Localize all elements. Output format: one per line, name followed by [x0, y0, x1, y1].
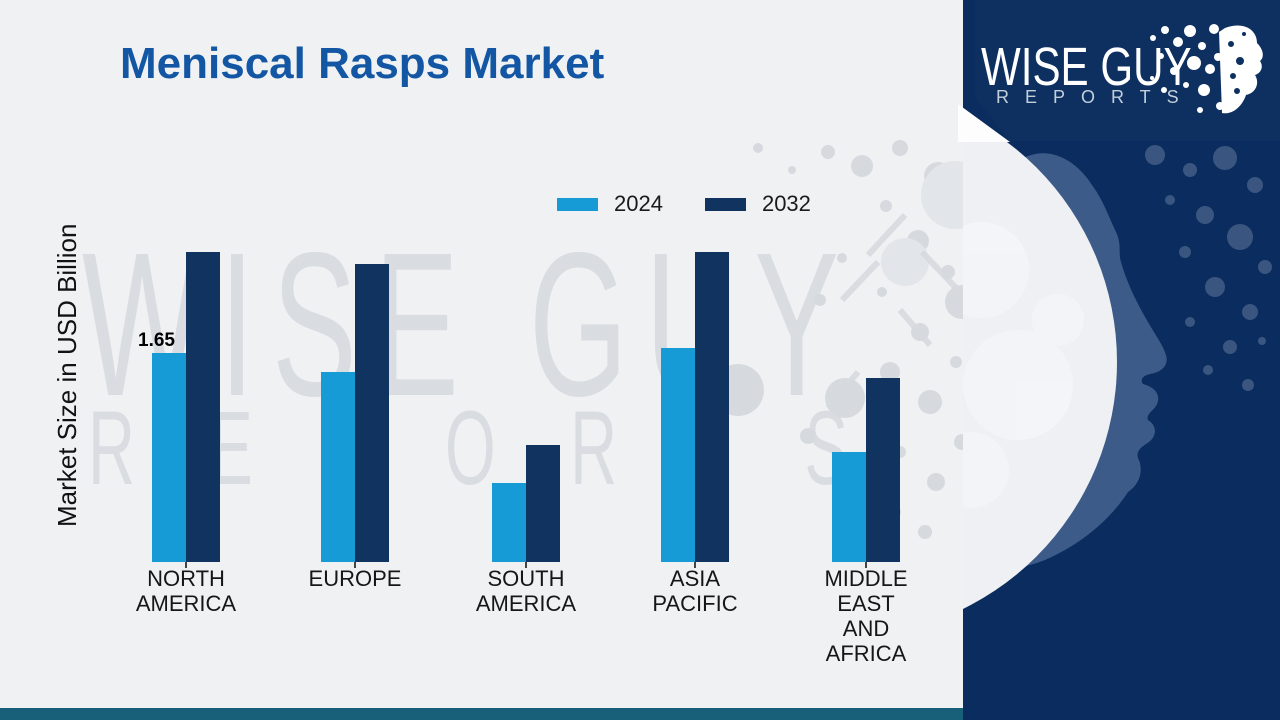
panel-dots: [1145, 145, 1272, 391]
bar-2032-asia-pacific: [695, 252, 729, 562]
x-axis-tick-north-america: [185, 562, 187, 568]
bar-2032-europe: [355, 264, 389, 562]
legend-label-2032: 2032: [761, 191, 811, 216]
data-label-2024-north-america: 1.65: [138, 330, 175, 351]
bar-2032-north-america: [186, 252, 220, 562]
bar-2024-europe: [321, 372, 355, 562]
logo-dotted-face-icon: [1150, 24, 1263, 114]
x-axis-tick-europe: [354, 562, 356, 568]
page-title: Meniscal Rasps Market: [120, 39, 605, 88]
circle-inner-blobs: [963, 222, 1084, 508]
bottom-accent-bar: [0, 708, 963, 720]
x-axis-tick-asia-pacific: [694, 562, 696, 568]
legend-swatch-2024: [557, 198, 598, 211]
logo-wordmark: WISE GUY: [981, 37, 1192, 97]
legend-item-2032: 2032: [704, 191, 811, 216]
bar-2032-south-america: [526, 445, 560, 562]
logo-reports-text: REPORTS: [996, 87, 1195, 107]
y-axis-label: Market Size in USD Billion: [52, 223, 82, 527]
x-axis-tick-middle-east-and-africa: [865, 562, 867, 568]
chart-legend: 2024 2032: [557, 192, 811, 216]
bar-2024-asia-pacific: [661, 348, 695, 562]
x-axis-label-asia-pacific: ASIA PACIFIC: [652, 566, 738, 616]
legend-label-2024: 2024: [614, 191, 663, 216]
bar-2024-middle-east-and-africa: [832, 452, 866, 562]
legend-item-2024: 2024: [557, 192, 663, 216]
x-axis-tick-south-america: [525, 562, 527, 568]
bar-2024-south-america: [492, 483, 526, 562]
x-axis-label-middle-east-and-africa: MIDDLE EAST AND AFRICA: [824, 566, 908, 666]
x-axis-label-north-america: NORTH AMERICA: [135, 566, 237, 616]
bar-2032-middle-east-and-africa: [866, 378, 900, 562]
bar-2024-north-america: [152, 353, 186, 562]
legend-swatch-2032: [704, 198, 746, 211]
x-axis-label-south-america: SOUTH AMERICA: [475, 566, 577, 616]
x-axis-label-europe: EUROPE: [308, 566, 402, 591]
